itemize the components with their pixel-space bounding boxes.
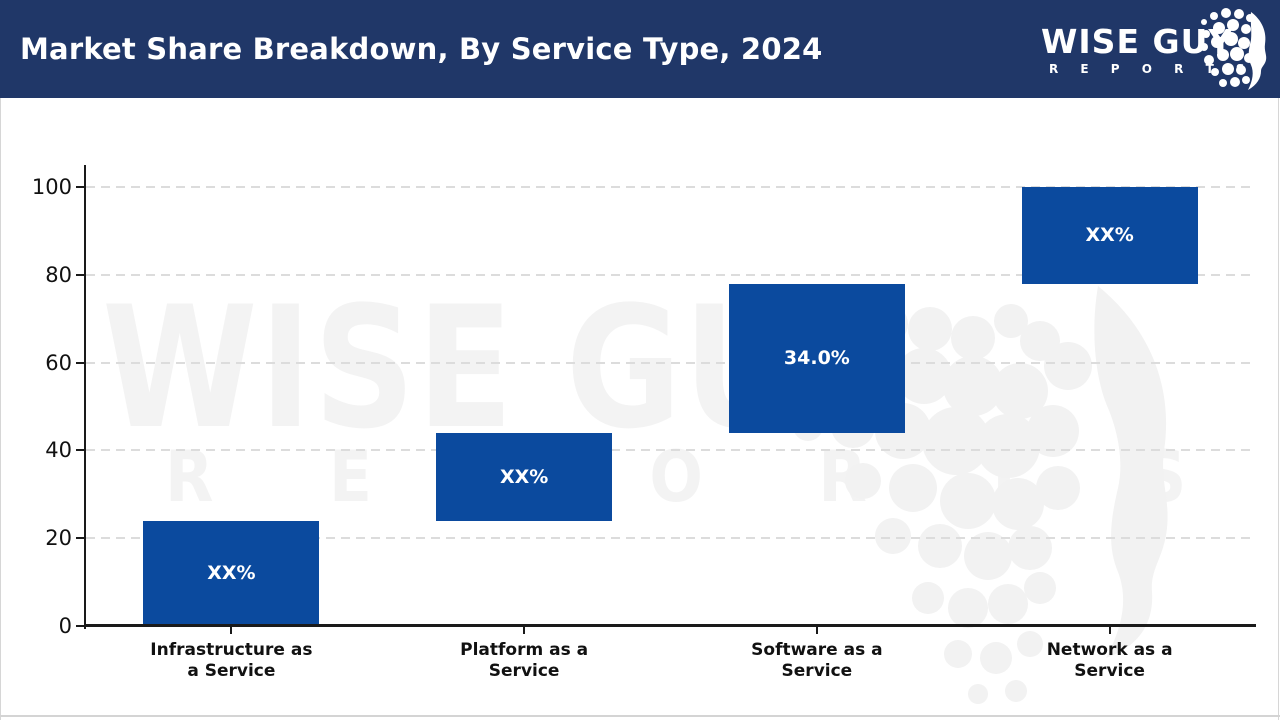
x-axis-tick (230, 627, 233, 634)
y-gridline (86, 361, 1256, 364)
page-title: Market Share Breakdown, By Service Type,… (20, 32, 823, 66)
axes-layer: 0 20 40 60 80 100 Infrastructure as a Service P… (0, 98, 1280, 720)
x-category-label: Network as a Service (1046, 640, 1173, 681)
y-axis-tick (76, 186, 85, 188)
x-category-label: Infrastructure as a Service (150, 640, 313, 681)
bar-segment: XX% (143, 520, 320, 626)
chart-area: WISE GUY R E P O R T S (0, 98, 1280, 720)
y-gridline (86, 186, 1256, 188)
x-axis-tick (523, 627, 526, 634)
y-gridline (86, 537, 1256, 540)
x-category-label: Platform as a Service (460, 640, 589, 681)
y-gridline (86, 273, 1256, 276)
y-axis-tick (76, 273, 85, 276)
y-tick-label: 0 (58, 614, 72, 638)
bottom-border-line (0, 715, 1280, 717)
brand-logo-text: WISE GUY (1041, 22, 1234, 61)
bar-value-label: 34.0% (783, 347, 850, 370)
y-tick-label: 40 (45, 438, 72, 463)
x-axis-tick (1108, 627, 1111, 634)
y-tick-label: 80 (45, 262, 72, 287)
y-gridline (86, 449, 1256, 452)
y-tick-label: 100 (31, 175, 72, 199)
y-tick-label: 20 (45, 526, 72, 551)
bar-segment: XX% (1021, 187, 1198, 284)
y-axis-tick (76, 537, 85, 540)
brand-logo-subtext: R E P O R T S (1049, 62, 1254, 76)
bar-value-label: XX% (207, 562, 256, 585)
gridline-layer (0, 98, 1280, 720)
brand-face-icon (1200, 8, 1267, 90)
x-category-label: Software as a Service (751, 640, 883, 681)
right-border-line (1278, 98, 1279, 720)
y-axis-tick (76, 361, 85, 364)
brand-logo: WISE GUY R E P O R T S (1013, 6, 1268, 94)
left-border-line (0, 98, 1, 720)
bar-segment: 34.0% (728, 283, 905, 433)
x-axis-tick (815, 627, 818, 634)
y-axis-tick (76, 449, 85, 452)
bar-value-label: XX% (1085, 224, 1134, 247)
y-axis-tick (76, 625, 85, 627)
y-axis-spine (84, 165, 86, 629)
bars-layer: XX% XX% 34.0% XX% (0, 98, 1280, 720)
header-bar: Market Share Breakdown, By Service Type,… (0, 0, 1280, 98)
bar-value-label: XX% (499, 465, 549, 488)
x-axis-spine (84, 624, 1256, 627)
y-tick-label: 60 (45, 350, 72, 375)
bar-segment: XX% (436, 432, 613, 521)
